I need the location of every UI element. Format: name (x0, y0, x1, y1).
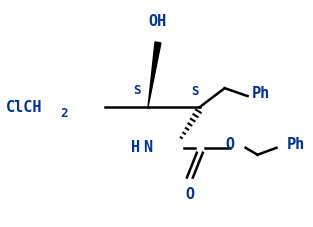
Text: S: S (191, 85, 198, 98)
Text: 2: 2 (60, 106, 68, 119)
Text: S: S (133, 84, 141, 97)
Polygon shape (148, 42, 161, 107)
Text: Ph: Ph (286, 137, 305, 152)
Text: ClCH: ClCH (6, 100, 42, 115)
Text: O: O (225, 137, 234, 152)
Text: Ph: Ph (252, 86, 270, 101)
Text: H: H (131, 140, 140, 155)
Text: N: N (143, 140, 152, 155)
Text: OH: OH (149, 14, 167, 29)
Text: O: O (185, 187, 194, 202)
